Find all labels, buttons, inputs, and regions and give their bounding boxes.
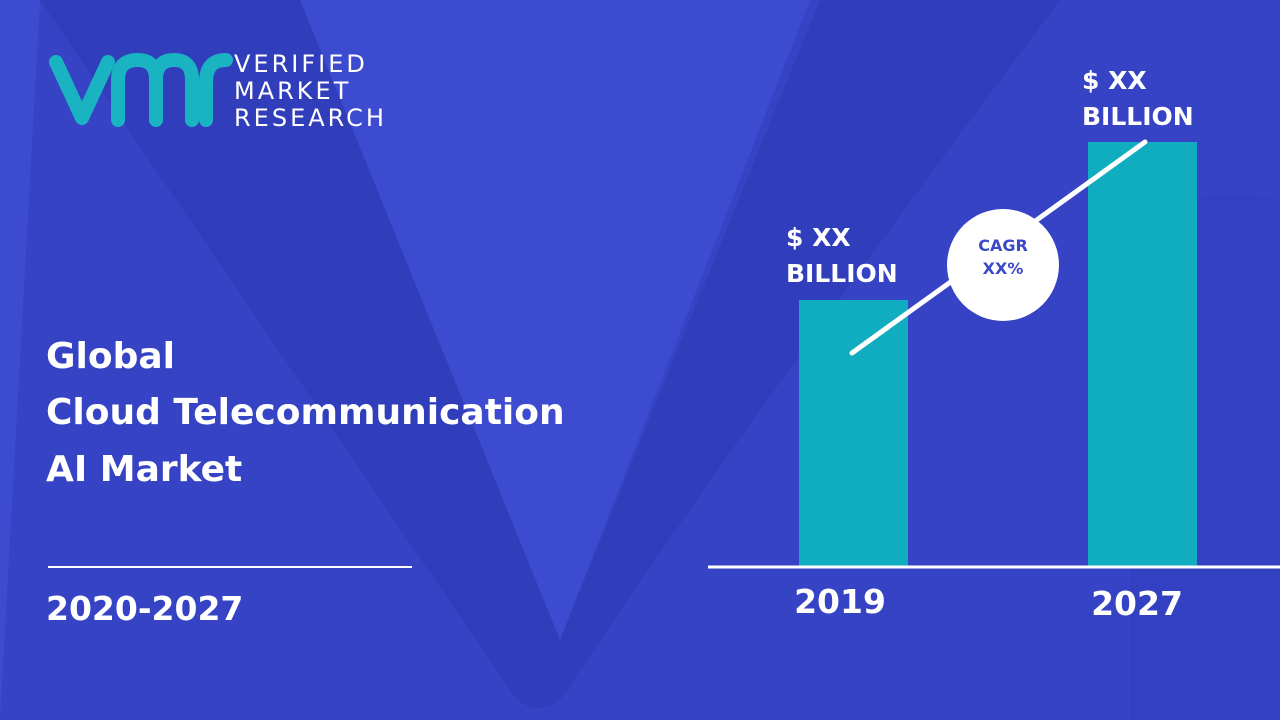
logo-text: VERIFIED <box>234 50 368 78</box>
bar-label: BILLION <box>1082 102 1194 131</box>
bar-label: BILLION <box>786 259 898 288</box>
logo-text: MARKET <box>234 77 351 105</box>
period: 2020-2027 <box>46 589 243 628</box>
bar-label: $ XX <box>1082 66 1147 95</box>
bar-label: $ XX <box>786 223 851 252</box>
background-v <box>40 0 1060 708</box>
logo-text: RESEARCH <box>234 104 387 132</box>
bar <box>799 300 908 567</box>
logo <box>49 53 233 127</box>
cagr-text: XX% <box>983 259 1024 278</box>
logo-v <box>49 55 115 125</box>
cagr-badge <box>947 209 1059 321</box>
year-label: 2019 <box>794 582 886 621</box>
title-line: AI Market <box>46 449 242 490</box>
year-label: 2027 <box>1091 584 1183 623</box>
title-line: Global <box>46 336 175 377</box>
logo-m <box>111 53 199 127</box>
bar <box>1088 142 1197 567</box>
title-line: Cloud Telecommunication <box>46 392 565 433</box>
cagr-text: CAGR <box>978 236 1028 255</box>
logo-r <box>199 53 233 127</box>
